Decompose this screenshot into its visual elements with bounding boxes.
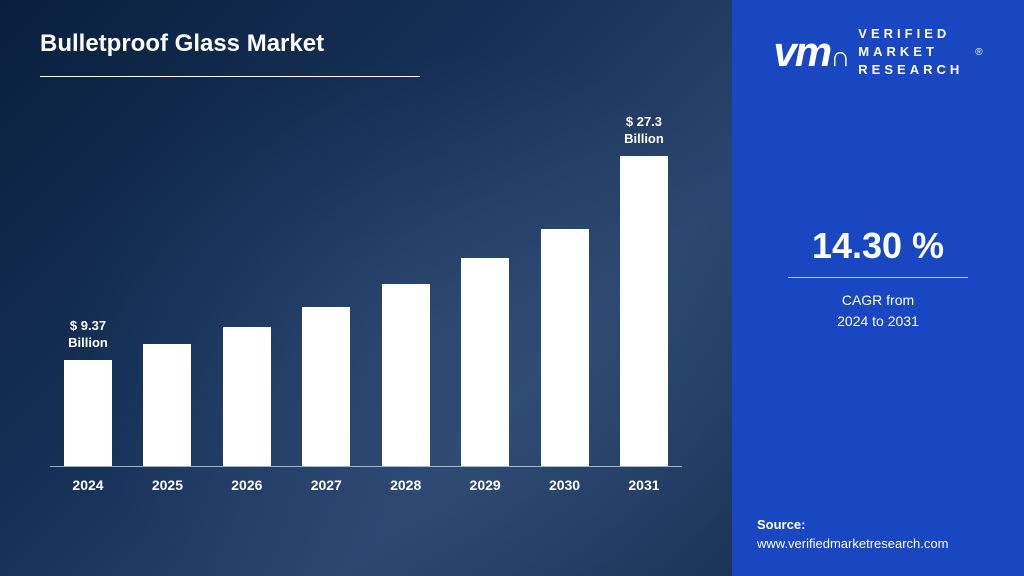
bar <box>541 229 589 466</box>
bar-group <box>455 258 515 466</box>
bar-value-label: $ 27.3Billion <box>624 114 664 148</box>
bar <box>382 284 430 466</box>
bar-group: $ 9.37Billion <box>58 360 118 466</box>
cagr-caption-l1: CAGR from <box>788 290 968 311</box>
bars-container: $ 9.37Billion $ 27.3Billion <box>50 97 682 467</box>
bar-group <box>296 307 356 466</box>
bar-group <box>137 344 197 466</box>
bar-group <box>535 229 595 466</box>
bar <box>620 156 668 466</box>
trademark-icon: ® <box>975 47 982 58</box>
bar-chart: $ 9.37Billion$ 27.3Billion 2024202520262… <box>40 97 692 527</box>
bar <box>64 360 112 466</box>
cagr-value: 14.30 % <box>788 225 968 267</box>
bar-group <box>376 284 436 466</box>
logo-line2: MARKET <box>858 43 963 61</box>
x-label: 2028 <box>376 477 436 493</box>
x-axis-labels: 2024 2025 2026 2027 2028 2029 2030 2031 <box>50 467 682 493</box>
bar-group: $ 27.3Billion <box>614 156 674 466</box>
x-label: 2025 <box>137 477 197 493</box>
x-label: 2024 <box>58 477 118 493</box>
x-label: 2031 <box>614 477 674 493</box>
title-underline <box>40 76 420 77</box>
bar <box>143 344 191 466</box>
chart-panel: Bulletproof Glass Market $ 9.37Billion$ … <box>0 0 732 576</box>
bar <box>223 327 271 466</box>
x-label: 2029 <box>455 477 515 493</box>
cagr-caption-l2: 2024 to 2031 <box>788 311 968 332</box>
source-url: www.verifiedmarketresearch.com <box>757 536 948 551</box>
bar-group <box>217 327 277 466</box>
cagr-caption: CAGR from 2024 to 2031 <box>788 290 968 332</box>
cagr-underline <box>788 277 968 278</box>
logo-line3: RESEARCH <box>858 61 963 79</box>
source-label: Source: <box>757 517 948 532</box>
logo-mark-icon: vm∩ <box>773 28 848 76</box>
bar-value-label: $ 9.37Billion <box>68 318 108 352</box>
cagr-block: 14.30 % CAGR from 2024 to 2031 <box>788 225 968 332</box>
source-block: Source: www.verifiedmarketresearch.com <box>757 517 948 551</box>
logo: vm∩ VERIFIED MARKET RESEARCH ® <box>773 25 982 80</box>
info-panel: vm∩ VERIFIED MARKET RESEARCH ® 14.30 % C… <box>732 0 1024 576</box>
bar <box>461 258 509 466</box>
logo-text: VERIFIED MARKET RESEARCH <box>858 25 963 80</box>
x-label: 2030 <box>535 477 595 493</box>
x-label: 2026 <box>217 477 277 493</box>
page-title: Bulletproof Glass Market <box>40 30 692 58</box>
bar <box>302 307 350 466</box>
x-label: 2027 <box>296 477 356 493</box>
logo-line1: VERIFIED <box>858 25 963 43</box>
